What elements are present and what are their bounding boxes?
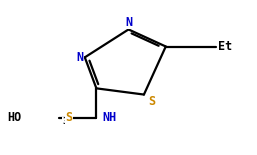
Text: NH: NH <box>103 111 117 124</box>
Text: Et: Et <box>218 40 233 53</box>
Text: HO: HO <box>8 111 22 124</box>
Text: N: N <box>125 16 132 29</box>
Text: S: S <box>66 111 73 124</box>
Text: 3: 3 <box>62 117 68 126</box>
Text: S: S <box>148 95 155 108</box>
Text: N: N <box>76 51 84 64</box>
